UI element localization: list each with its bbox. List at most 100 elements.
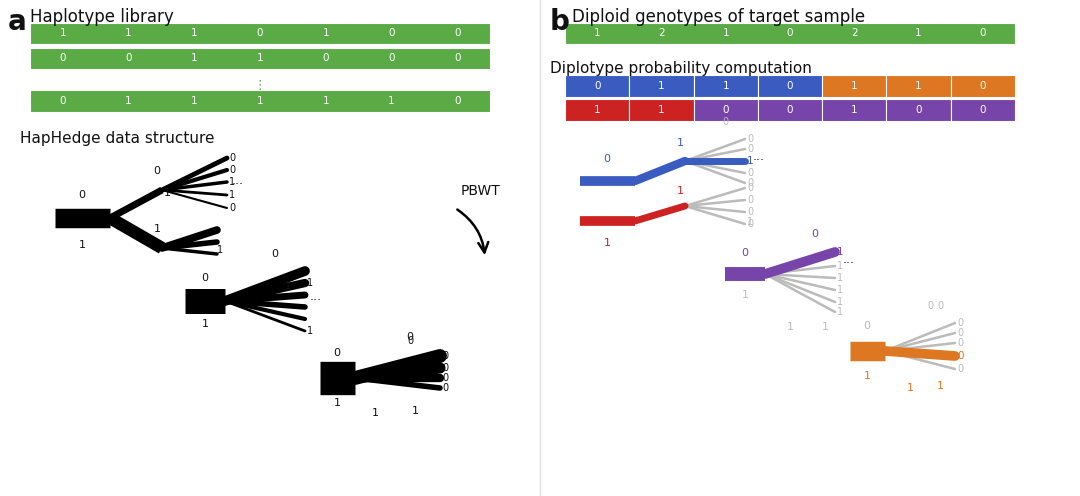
Text: 1: 1 bbox=[658, 81, 665, 91]
Text: 1: 1 bbox=[676, 138, 684, 148]
Text: 1: 1 bbox=[864, 371, 870, 381]
Text: 0: 0 bbox=[407, 336, 413, 346]
Text: 1: 1 bbox=[323, 96, 329, 106]
Text: 0: 0 bbox=[786, 81, 793, 91]
Text: 0: 0 bbox=[604, 154, 610, 164]
Text: 0: 0 bbox=[811, 229, 819, 239]
Text: 1: 1 bbox=[822, 322, 828, 332]
Text: 0: 0 bbox=[125, 53, 132, 63]
Text: Diplotype probability computation: Diplotype probability computation bbox=[550, 61, 812, 76]
Text: 0: 0 bbox=[271, 249, 279, 259]
Text: 2: 2 bbox=[851, 28, 858, 38]
Text: 1: 1 bbox=[915, 81, 922, 91]
Text: ...: ... bbox=[843, 253, 855, 266]
Text: b: b bbox=[550, 8, 570, 36]
Text: 1: 1 bbox=[594, 105, 600, 115]
Bar bbox=[630, 100, 693, 121]
Text: 0: 0 bbox=[747, 183, 753, 193]
Text: 1: 1 bbox=[723, 81, 729, 91]
Text: 0: 0 bbox=[388, 28, 394, 38]
Text: 0: 0 bbox=[442, 351, 448, 361]
Text: 1: 1 bbox=[257, 96, 264, 106]
Bar bbox=[30, 48, 490, 69]
Text: 0: 0 bbox=[927, 301, 933, 311]
Text: 2: 2 bbox=[658, 28, 665, 38]
Text: 1: 1 bbox=[125, 28, 132, 38]
Text: 0: 0 bbox=[454, 28, 460, 38]
Text: 1: 1 bbox=[411, 406, 418, 416]
Text: 0: 0 bbox=[257, 28, 264, 38]
Text: 0: 0 bbox=[442, 363, 448, 373]
Text: 1: 1 bbox=[676, 186, 684, 196]
Text: 0: 0 bbox=[454, 53, 460, 63]
Text: 0: 0 bbox=[980, 105, 986, 115]
Text: 1: 1 bbox=[334, 398, 340, 408]
Text: 0: 0 bbox=[957, 338, 963, 348]
Text: 1: 1 bbox=[323, 28, 329, 38]
Text: 0: 0 bbox=[747, 144, 753, 154]
Text: 1: 1 bbox=[786, 322, 794, 332]
Text: 1: 1 bbox=[191, 96, 198, 106]
Bar bbox=[630, 75, 693, 97]
Bar bbox=[950, 100, 1015, 121]
Text: 0: 0 bbox=[864, 321, 870, 331]
Text: 1: 1 bbox=[229, 190, 235, 200]
Text: ⋮: ⋮ bbox=[254, 79, 267, 92]
Bar bbox=[822, 75, 887, 97]
Text: 1: 1 bbox=[153, 224, 161, 234]
Text: 1: 1 bbox=[747, 156, 754, 166]
Text: 0: 0 bbox=[747, 168, 753, 178]
Text: 0: 0 bbox=[957, 328, 963, 338]
Text: 0: 0 bbox=[594, 81, 600, 91]
Text: 1: 1 bbox=[79, 240, 85, 250]
Text: 1: 1 bbox=[747, 217, 753, 227]
Text: 1: 1 bbox=[837, 261, 843, 271]
Bar bbox=[887, 100, 950, 121]
Text: 1: 1 bbox=[307, 278, 313, 288]
Text: 1: 1 bbox=[851, 105, 858, 115]
Text: 1: 1 bbox=[217, 245, 224, 255]
Text: 1: 1 bbox=[191, 28, 198, 38]
Text: 0: 0 bbox=[406, 332, 414, 342]
Text: 0: 0 bbox=[229, 165, 235, 175]
Text: 1: 1 bbox=[658, 105, 665, 115]
Text: 0: 0 bbox=[442, 373, 448, 383]
Text: 1: 1 bbox=[936, 381, 944, 391]
Text: 0: 0 bbox=[388, 53, 394, 63]
Text: ...: ... bbox=[232, 174, 244, 186]
Text: 1: 1 bbox=[125, 96, 132, 106]
Text: 1: 1 bbox=[229, 177, 235, 187]
Text: 1: 1 bbox=[837, 273, 843, 283]
Text: HapHedge data structure: HapHedge data structure bbox=[21, 131, 215, 146]
Text: a: a bbox=[8, 8, 27, 36]
Text: 1: 1 bbox=[837, 247, 843, 257]
Bar bbox=[30, 90, 490, 112]
Text: 1: 1 bbox=[837, 297, 843, 307]
Text: 0: 0 bbox=[454, 96, 460, 106]
Bar bbox=[565, 100, 630, 121]
Text: 0: 0 bbox=[334, 348, 340, 358]
Text: 1: 1 bbox=[202, 319, 208, 329]
Text: 0: 0 bbox=[747, 134, 753, 144]
FancyArrowPatch shape bbox=[457, 209, 488, 252]
Text: 1: 1 bbox=[257, 53, 264, 63]
Text: 0: 0 bbox=[153, 166, 161, 176]
Text: 0: 0 bbox=[79, 190, 85, 200]
Bar bbox=[887, 75, 950, 97]
Text: 0: 0 bbox=[747, 207, 753, 217]
Text: 1: 1 bbox=[59, 28, 66, 38]
Text: 1: 1 bbox=[906, 383, 914, 393]
Bar bbox=[822, 100, 887, 121]
Text: 0: 0 bbox=[202, 273, 208, 283]
Text: 1: 1 bbox=[164, 188, 171, 198]
Text: 1: 1 bbox=[837, 285, 843, 295]
Text: 0: 0 bbox=[59, 96, 66, 106]
Text: 1: 1 bbox=[372, 408, 378, 418]
Text: 0: 0 bbox=[786, 105, 793, 115]
Text: 0: 0 bbox=[742, 248, 748, 258]
Bar bbox=[950, 75, 1015, 97]
Text: 1: 1 bbox=[307, 326, 313, 336]
Text: 1: 1 bbox=[742, 290, 748, 300]
Text: 0: 0 bbox=[980, 28, 986, 38]
Text: 1: 1 bbox=[285, 281, 292, 291]
